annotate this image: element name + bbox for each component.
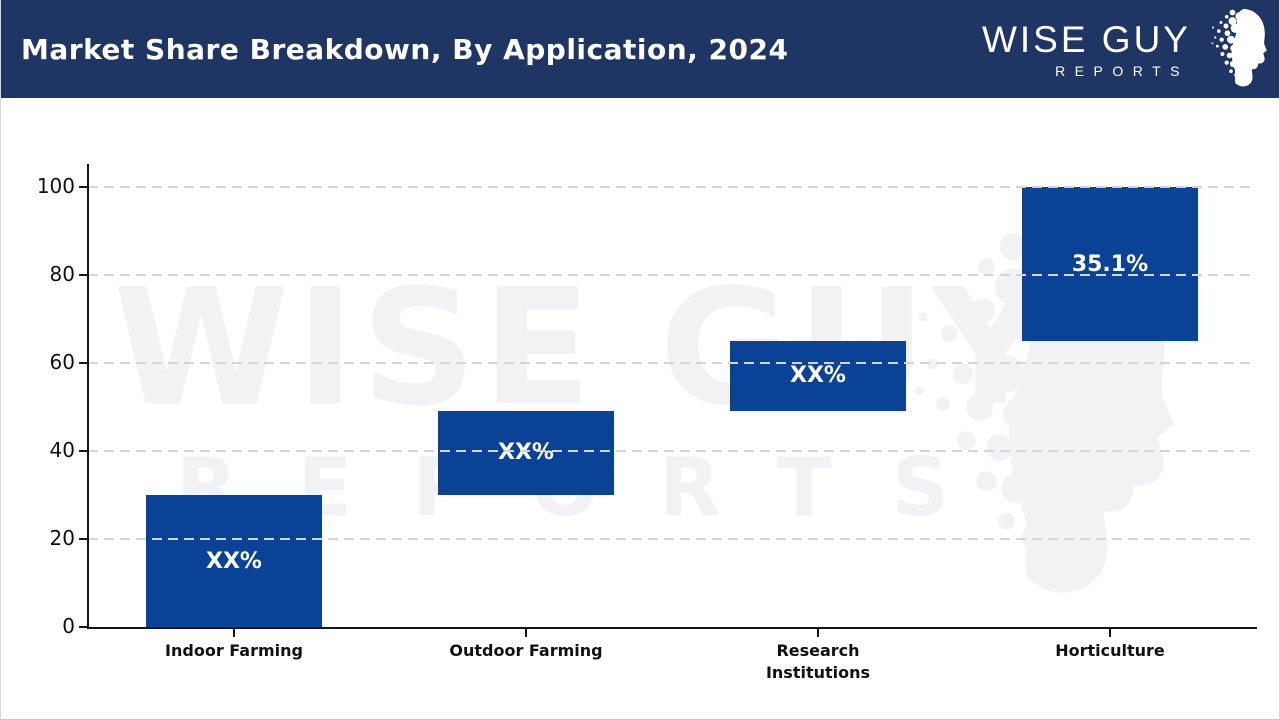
y-tick-label: 0 [62, 614, 75, 638]
y-tick-label: 100 [36, 174, 75, 198]
gridline-60 [88, 362, 1254, 364]
page-title: Market Share Breakdown, By Application, … [21, 32, 789, 66]
y-tick-label: 60 [49, 350, 75, 374]
y-tick-mark [79, 274, 88, 276]
bar-value-label: XX% [790, 363, 846, 389]
y-tick-label: 20 [49, 526, 75, 550]
category-label: Horticulture [1055, 641, 1165, 660]
brand-name: WISE GUY [981, 18, 1191, 60]
gridline-20 [88, 538, 1254, 540]
x-tick-mark [817, 629, 819, 637]
brand-logo-text: WISE GUY REPORTS [982, 21, 1191, 78]
bar-value-label: 35.1% [1071, 251, 1149, 277]
bar-4: 35.1% [1022, 187, 1198, 342]
bar-value-label: XX% [206, 548, 262, 574]
y-tick-mark [79, 450, 88, 452]
bar-value-label: XX% [498, 440, 554, 466]
y-tick-mark [79, 538, 88, 540]
category-label: Indoor Farming [165, 641, 303, 660]
y-tick-mark [79, 362, 88, 364]
brand-face-icon [1195, 6, 1267, 92]
bar-2: XX% [438, 410, 614, 495]
x-tick-mark [1109, 629, 1111, 637]
gridline-40 [88, 450, 1254, 452]
bar-3: XX% [730, 341, 906, 411]
y-tick-label: 40 [49, 438, 75, 462]
y-tick-label: 80 [49, 262, 75, 286]
header: Market Share Breakdown, By Application, … [1, 0, 1279, 98]
y-axis-line [87, 164, 89, 629]
x-tick-mark [233, 629, 235, 637]
x-axis-line [87, 627, 1257, 629]
bar-1: XX% [146, 495, 322, 627]
brand-logo: WISE GUY REPORTS [982, 6, 1267, 92]
gridline-80 [88, 274, 1254, 276]
y-tick-mark [79, 186, 88, 188]
category-label: Research Institutions [765, 641, 871, 682]
gridline-100 [88, 186, 1254, 188]
x-tick-mark [525, 629, 527, 637]
brand-subtitle: REPORTS [1055, 62, 1189, 79]
y-tick-mark [79, 626, 88, 628]
category-label: Outdoor Farming [449, 641, 603, 660]
